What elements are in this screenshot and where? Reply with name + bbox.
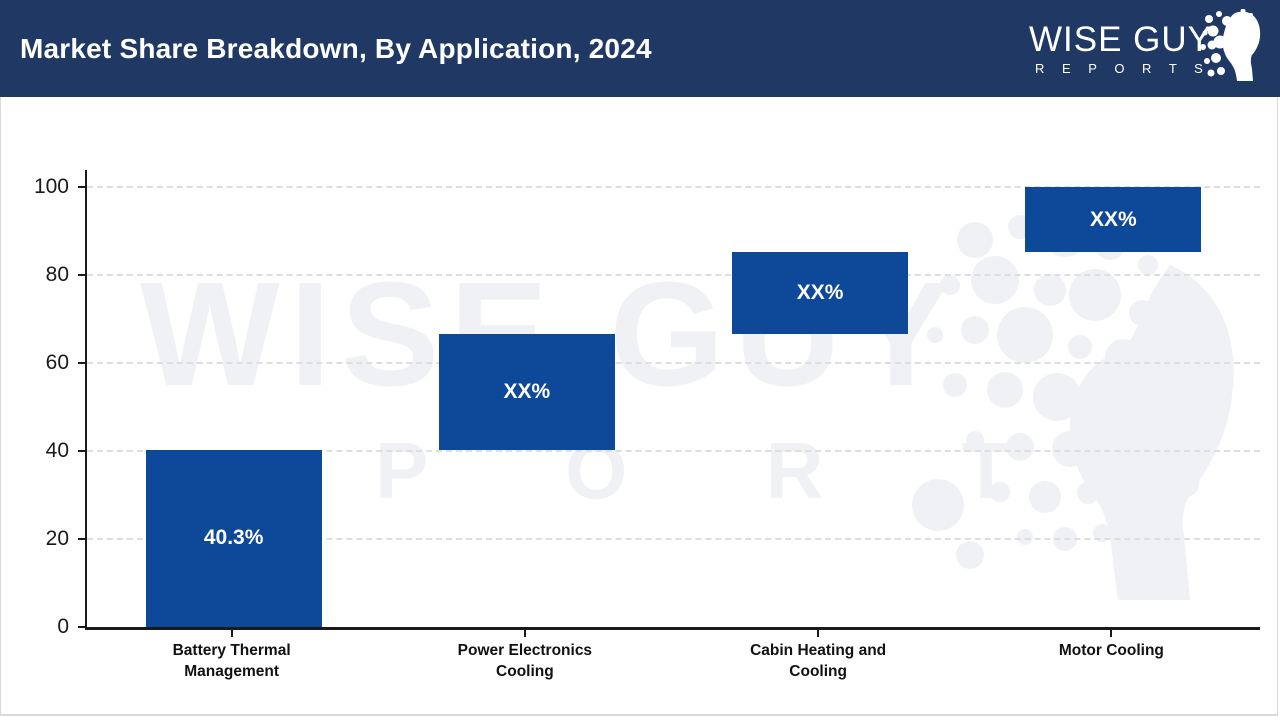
gridline xyxy=(87,450,1260,452)
x-category-label: Motor Cooling xyxy=(1058,642,1164,659)
dotted-head-icon xyxy=(1200,8,1261,81)
waterfall-bar: 40.3% xyxy=(145,449,322,627)
bar-value-label: XX% xyxy=(503,380,551,404)
y-tick-label: 20 xyxy=(45,527,69,550)
y-tick-label: 40 xyxy=(45,439,69,462)
y-tick-mark xyxy=(78,538,85,540)
watermark-dotted-head xyxy=(912,213,1234,600)
y-tick-label: 60 xyxy=(45,351,69,374)
y-axis: 0 20 40 60 80 100 xyxy=(0,175,83,638)
bar-value-label: 40.3% xyxy=(203,526,264,550)
x-category-label: Cabin Heating and Cooling xyxy=(750,642,887,680)
x-tick-mark xyxy=(1110,630,1113,637)
watermark-head-graphic xyxy=(880,205,1250,605)
bar-value-label: XX% xyxy=(1090,207,1137,231)
gridline xyxy=(87,186,1260,188)
x-tick-mark xyxy=(230,630,233,637)
y-tick-mark xyxy=(78,626,85,628)
x-tick-mark xyxy=(817,630,820,637)
x-tick-mark xyxy=(523,630,526,637)
y-tick-mark xyxy=(78,362,85,364)
header-bar: Market Share Breakdown, By Application, … xyxy=(0,0,1280,97)
logo-graphic: WISE GUY R E P O R T S xyxy=(1029,8,1261,81)
waterfall-bar: XX% xyxy=(1025,187,1202,253)
chart-title: Market Share Breakdown, By Application, … xyxy=(20,32,652,64)
y-tick-label: 0 xyxy=(57,615,69,638)
gridline xyxy=(87,274,1260,276)
plot-area: 40.3% XX% XX% XX% xyxy=(85,170,1260,630)
y-tick-mark xyxy=(78,450,85,452)
y-tick-mark xyxy=(78,274,85,276)
gridline xyxy=(87,538,1260,540)
y-tick-label: 100 xyxy=(33,175,69,198)
waterfall-bar: XX% xyxy=(732,252,909,335)
x-category-label: Power Electronics Cooling xyxy=(457,642,593,680)
gridline xyxy=(87,362,1260,364)
y-tick-mark xyxy=(78,186,85,188)
logo-subtext: R E P O R T S xyxy=(1035,61,1210,76)
x-category-label: Battery Thermal Management xyxy=(172,642,291,680)
wise-guy-reports-logo: WISE GUY R E P O R T S xyxy=(1027,8,1262,88)
bar-value-label: XX% xyxy=(796,281,844,305)
waterfall-bar: XX% xyxy=(438,334,615,450)
y-tick-label: 80 xyxy=(45,263,69,286)
logo-wordmark: WISE GUY xyxy=(1029,20,1212,59)
